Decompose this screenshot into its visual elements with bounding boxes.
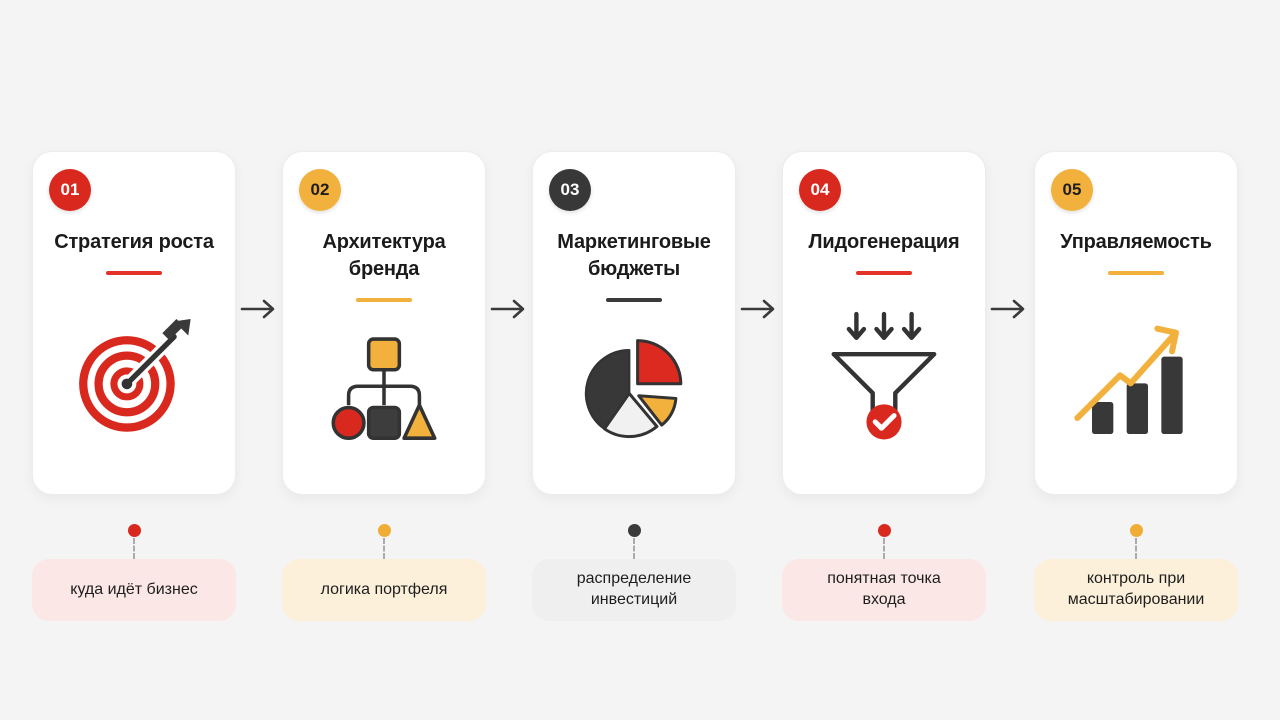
- pie-chart-icon: [584, 339, 683, 439]
- step-card-5: 05 Управляемость: [1034, 151, 1238, 495]
- step-number-badge: 05: [1051, 169, 1093, 211]
- flow-arrow-icon: [740, 299, 775, 319]
- accent-underline: [606, 298, 662, 302]
- connector-dash: [133, 538, 135, 559]
- connector-dash: [383, 538, 385, 559]
- step-note-pill: куда идёт бизнес: [32, 559, 236, 621]
- connector-dash: [1135, 538, 1137, 559]
- step-number-badge: 01: [49, 169, 91, 211]
- accent-underline: [1108, 271, 1164, 275]
- flow-arrow-icon: [990, 299, 1025, 319]
- step-title: Архитектура бренда: [322, 231, 446, 280]
- connector-dash: [883, 538, 885, 559]
- step-column-3: 03 Маркетинговые бюджеты распределение и…: [532, 151, 736, 621]
- connector-dot: [877, 524, 891, 537]
- connector-dash: [633, 538, 635, 559]
- step-column-1: 01 Стратегия роста куда идёт бизнес: [32, 151, 236, 621]
- connector-dot: [127, 524, 141, 537]
- step-card-1: 01 Стратегия роста: [32, 151, 236, 495]
- connector-dot: [1129, 524, 1143, 537]
- flow-arrow-icon: [240, 299, 275, 319]
- step-card-2: 02 Архитектура бренда: [282, 151, 486, 495]
- step-column-2: 02 Архитектура бренда логика портфеля: [282, 151, 486, 621]
- step-title: Лидогенерация: [808, 231, 960, 253]
- step-card-3: 03 Маркетинговые бюджеты: [532, 151, 736, 495]
- step-number-badge: 03: [549, 169, 591, 211]
- step-title: Управляемость: [1060, 231, 1212, 253]
- step-number-badge: 02: [299, 169, 341, 211]
- funnel-icon: [831, 311, 937, 439]
- step-number-badge: 04: [799, 169, 841, 211]
- step-column-4: 04 Лидогенерация понятная т: [782, 151, 986, 621]
- step-note-pill: контроль при масштабировании: [1034, 559, 1238, 621]
- step-note-pill: распределение инвестиций: [532, 559, 736, 621]
- connector-dot: [377, 524, 391, 537]
- step-title: Маркетинговые бюджеты: [557, 231, 711, 280]
- accent-underline: [356, 298, 412, 302]
- accent-underline: [856, 271, 912, 275]
- flow-arrow-icon: [490, 299, 525, 319]
- org-chart-icon: [331, 337, 437, 440]
- step-column-5: 05 Управляемость контроль при масштабиро…: [1034, 151, 1238, 621]
- target-icon: [79, 318, 191, 432]
- step-title: Стратегия роста: [54, 231, 214, 253]
- step-card-4: 04 Лидогенерация: [782, 151, 986, 495]
- step-note-pill: логика портфеля: [282, 559, 486, 621]
- step-note-pill: понятная точка входа: [782, 559, 986, 621]
- connector-dot: [627, 524, 641, 537]
- accent-underline: [106, 271, 162, 275]
- growth-chart-icon: [1074, 325, 1183, 434]
